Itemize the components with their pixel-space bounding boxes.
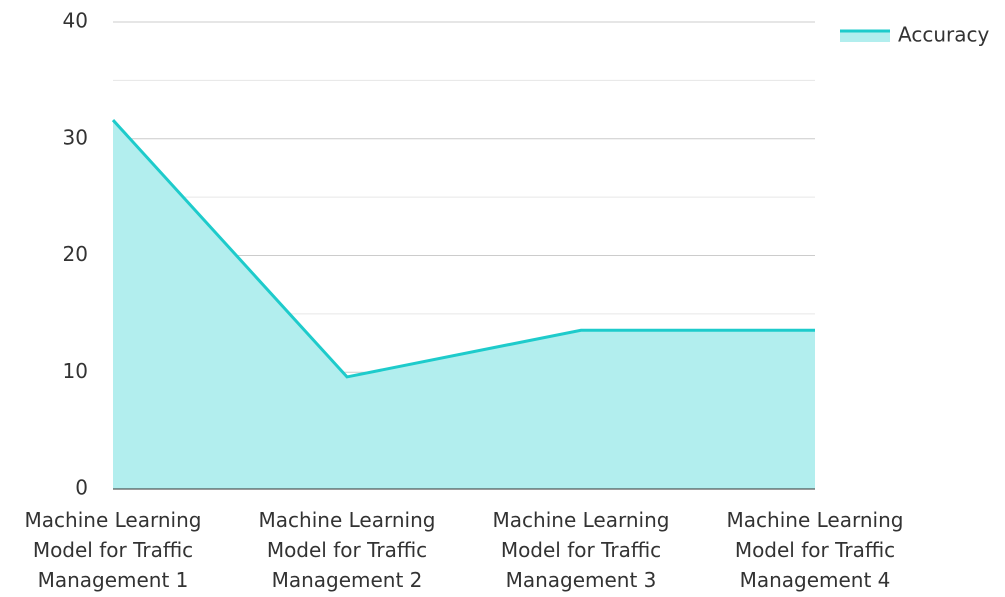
y-tick-label: 20 <box>63 242 88 266</box>
x-tick-label: Machine Learning Model for Traffic Manag… <box>258 508 436 592</box>
x-tick-label: Machine Learning Model for Traffic Manag… <box>492 508 670 592</box>
y-tick-label: 30 <box>63 125 88 149</box>
legend-swatch <box>840 30 890 42</box>
x-tick-label: Machine Learning Model for Traffic Manag… <box>726 508 904 592</box>
y-tick-label: 40 <box>63 9 88 33</box>
y-tick-label: 0 <box>75 476 88 500</box>
area <box>113 120 815 489</box>
x-tick-label: Machine Learning Model for Traffic Manag… <box>24 508 202 592</box>
y-tick-label: 10 <box>63 359 88 383</box>
legend-label: Accuracy <box>898 23 989 47</box>
line <box>111 119 815 379</box>
